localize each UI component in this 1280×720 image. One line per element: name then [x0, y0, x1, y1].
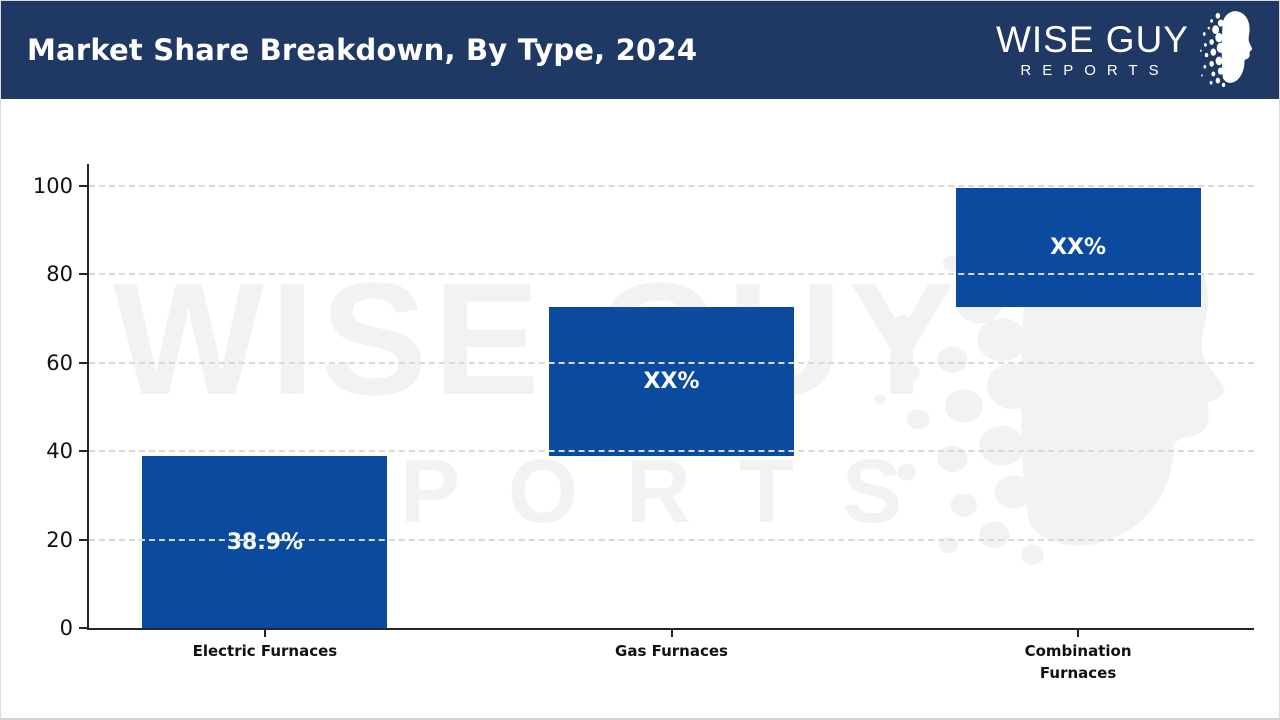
y-tick-label-80: 80 [46, 262, 73, 287]
y-tick-100 [79, 185, 87, 187]
y-tick-label-60: 60 [46, 350, 73, 375]
wiseguy-logo: WISE GUY REPORTS [996, 10, 1253, 90]
y-axis-line [87, 164, 89, 630]
y-tick-label-20: 20 [46, 527, 73, 552]
y-tick-80 [79, 273, 87, 276]
y-tick-0 [79, 627, 87, 629]
y-tick-40 [79, 450, 87, 453]
page-title: Market Share Breakdown, By Type, 2024 [27, 33, 698, 67]
header: Market Share Breakdown, By Type, 2024 WI… [1, 1, 1279, 99]
bar-value-label: XX% [1050, 235, 1107, 261]
logo-wordmark: WISE GUY REPORTS [996, 21, 1189, 79]
x-tick-combination-furnaces [1077, 630, 1080, 637]
category-label-gas-furnaces: Gas Furnaces [615, 642, 728, 660]
x-tick-electric-furnaces [263, 630, 266, 637]
category-label-combination-furnaces: Combination Furnaces [1024, 642, 1132, 682]
bar-electric-furnaces: 38.9% [142, 456, 388, 628]
logo-name: WISE GUY [995, 19, 1189, 60]
y-tick-label-0: 0 [59, 616, 73, 640]
gridline-40 [89, 450, 1254, 453]
category-label-electric-furnaces: Electric Furnaces [192, 642, 338, 660]
x-axis-line [87, 628, 1254, 630]
gridline-80 [89, 273, 1254, 276]
bar-value-label: 38.9% [226, 529, 304, 555]
y-tick-20 [79, 538, 87, 541]
gridline-100 [89, 185, 1254, 187]
bar-combination-furnaces: XX% [955, 188, 1201, 308]
gridline-60 [89, 361, 1254, 364]
gridline-20 [89, 538, 1254, 541]
y-tick-label-40: 40 [46, 439, 73, 464]
logo-subtext: REPORTS [1020, 62, 1170, 79]
x-tick-gas-furnaces [670, 630, 673, 637]
y-tick-60 [79, 361, 87, 364]
watermark-wordmark: WISE GUY [113, 249, 962, 428]
bar-gas-furnaces: XX% [549, 307, 794, 457]
bar-value-label: XX% [643, 369, 700, 395]
y-tick-label-100: 100 [32, 174, 73, 198]
